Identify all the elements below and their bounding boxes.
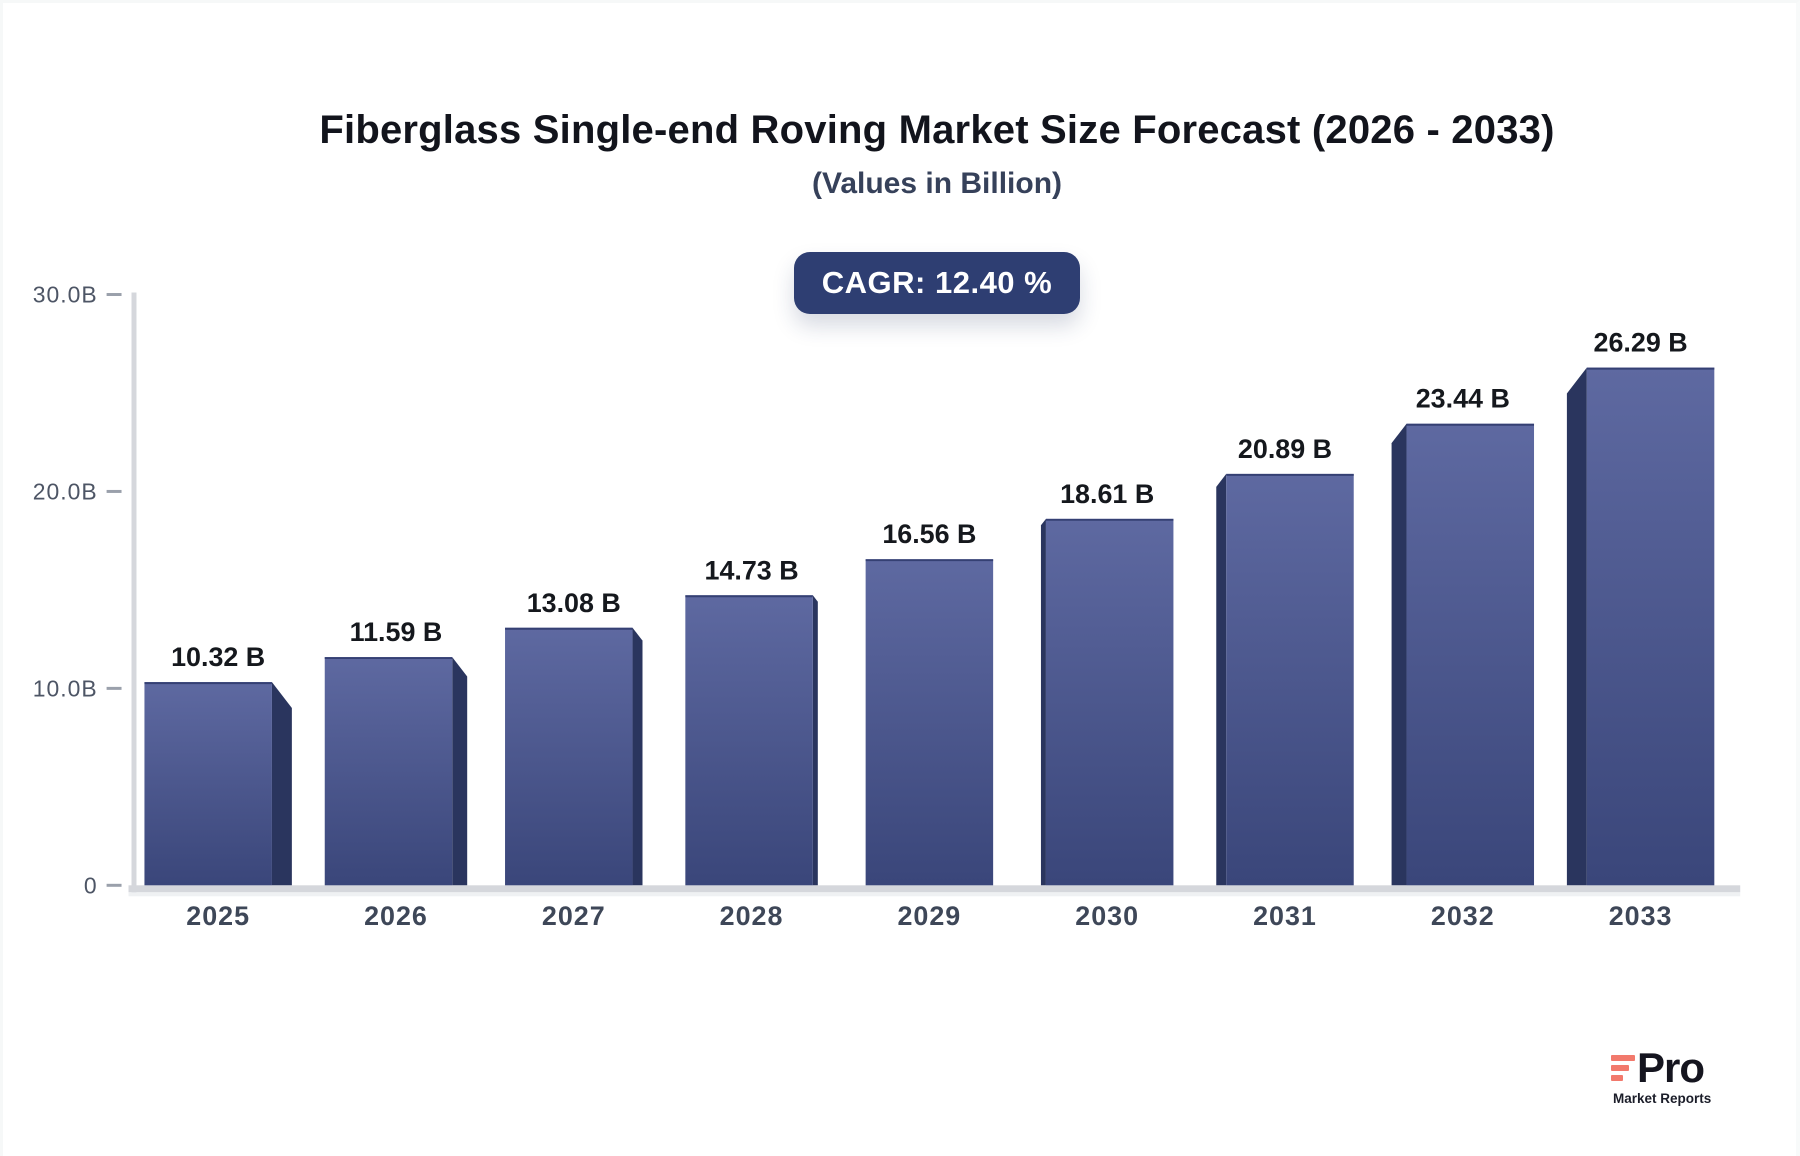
bar-side-face — [812, 595, 818, 886]
cagr-badge: CAGR: 12.40 % — [793, 252, 1081, 314]
logo-bar-icon — [1611, 1075, 1623, 1081]
bar-front-face — [1045, 518, 1174, 886]
x-tick-label: 2031 — [1253, 901, 1317, 931]
bar-value-label: 20.89 B — [1238, 434, 1332, 464]
chart-title: Fiberglass Single-end Roving Market Size… — [319, 108, 1555, 152]
bar-front-face — [505, 627, 633, 886]
x-tick-label: 2028 — [720, 901, 784, 931]
bar-front-face — [865, 559, 994, 886]
x-tick-label: 2029 — [897, 901, 961, 931]
logo-bar-icon — [1611, 1065, 1629, 1071]
bar-side-face — [1566, 367, 1587, 886]
brand-logo: Pro Market Reports — [1611, 1044, 1721, 1106]
y-tick-label: 10.0B — [33, 675, 98, 701]
x-tick-label: 2032 — [1431, 901, 1495, 931]
chart-subtitle: (Values in Billion) — [811, 167, 1063, 200]
bar-value-label: 11.59 B — [350, 617, 443, 647]
bar-value-label: 26.29 B — [1594, 328, 1688, 358]
bar-side-face — [1040, 518, 1046, 886]
y-tick-label: 0 — [84, 872, 98, 898]
x-axis-line — [128, 885, 1741, 893]
bar-front-face — [144, 682, 272, 886]
x-axis-shadow — [128, 892, 1741, 897]
cagr-badge-label: CAGR: 12.40 % — [821, 265, 1053, 300]
x-tick-label: 2030 — [1075, 901, 1139, 931]
bar-value-label: 13.08 B — [527, 588, 621, 618]
logo-name: Pro — [1637, 1044, 1705, 1091]
chart-header: Fiberglass Single-end Roving Market Size… — [129, 106, 1745, 314]
x-tick-label: 2025 — [186, 901, 250, 931]
logo-bar-icon — [1611, 1055, 1635, 1061]
bar-value-label: 16.56 B — [882, 519, 976, 549]
bar-value-label: 18.61 B — [1060, 479, 1154, 509]
bar-side-face — [1391, 423, 1407, 886]
bar-side-face — [271, 682, 292, 886]
bar-side-face — [632, 627, 643, 886]
bar-front-face — [1226, 473, 1354, 886]
bar-front-face — [1586, 367, 1715, 886]
bar-front-face — [324, 657, 453, 886]
y-tick-label: 30.0B — [33, 281, 98, 307]
logo-tagline: Market Reports — [1613, 1090, 1712, 1106]
bar-value-label: 14.73 B — [705, 555, 799, 585]
x-tick-label: 2027 — [542, 901, 606, 931]
x-tick-label: 2033 — [1609, 901, 1673, 931]
bar-side-face — [452, 657, 468, 886]
bar-front-face — [685, 595, 813, 886]
y-axis-line — [131, 292, 137, 893]
logo-bars-icon — [1611, 1055, 1635, 1081]
bar-side-face — [1216, 473, 1227, 886]
bar-front-face — [1406, 423, 1535, 886]
bar-chart: 0 10.0B 20.0B 30.0B 10.32 B 2025 11.59 B 2026 13… — [33, 281, 1741, 931]
logo-row: Pro — [1611, 1044, 1721, 1091]
x-tick-label: 2026 — [364, 901, 428, 931]
bar-value-label: 10.32 B — [171, 642, 265, 672]
y-tick-label: 20.0B — [33, 478, 98, 504]
bar-value-label: 23.44 B — [1416, 384, 1510, 414]
